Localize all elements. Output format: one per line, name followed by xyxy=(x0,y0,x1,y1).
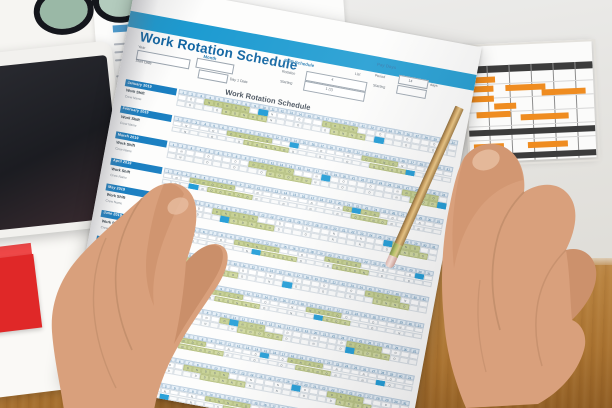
schedule-cell[interactable] xyxy=(417,306,428,314)
pay-row-label-starting: Starting xyxy=(372,83,386,90)
schedule-cell[interactable] xyxy=(412,332,423,340)
schedule-cell[interactable] xyxy=(402,384,413,392)
shift-box-corner-label: List xyxy=(354,71,361,77)
shift-row-label-starting: Starting xyxy=(279,79,293,86)
group-month-label: June 2019 xyxy=(103,210,123,218)
group-crew-label: Crew Name xyxy=(95,250,113,258)
group-crew-label: Crew Name xyxy=(90,276,109,284)
schedule-cell[interactable] xyxy=(431,228,442,236)
group-crew-label: Crew Name xyxy=(124,94,142,102)
field-label-day1: Day 1 Date xyxy=(229,77,248,85)
group-crew-label: Crew Name xyxy=(105,198,123,206)
group-month-label: May 2019 xyxy=(107,184,126,192)
group-crew-label: Crew Name xyxy=(114,146,133,154)
group-crew-label: Crew Name xyxy=(76,354,94,362)
group-month-label: January 2019 xyxy=(127,80,153,89)
pay-row-value-period: 14 xyxy=(408,78,413,83)
schedule-cell[interactable] xyxy=(250,404,261,408)
group-crew-label: Crew Name xyxy=(81,328,99,336)
schedule-cell[interactable] xyxy=(422,280,433,288)
group-month-label: April 2019 xyxy=(112,158,132,166)
group-crew-label: Crew Name xyxy=(119,120,137,128)
group-crew-label: Crew Name xyxy=(110,172,128,180)
pay-row-label-period: Period xyxy=(374,73,386,80)
group-month-label: July 2019 xyxy=(98,236,117,244)
schedule-cell[interactable] xyxy=(441,176,452,184)
pay-box-corner-label: days xyxy=(429,82,438,88)
group-crew-label: Crew Name xyxy=(100,224,118,232)
gantt-board-frame xyxy=(463,39,601,167)
schedule-cell[interactable] xyxy=(407,358,418,366)
group-crew-label: Crew Name xyxy=(85,302,104,310)
schedule-cell[interactable] xyxy=(426,254,437,262)
schedule-cell[interactable] xyxy=(436,202,447,210)
